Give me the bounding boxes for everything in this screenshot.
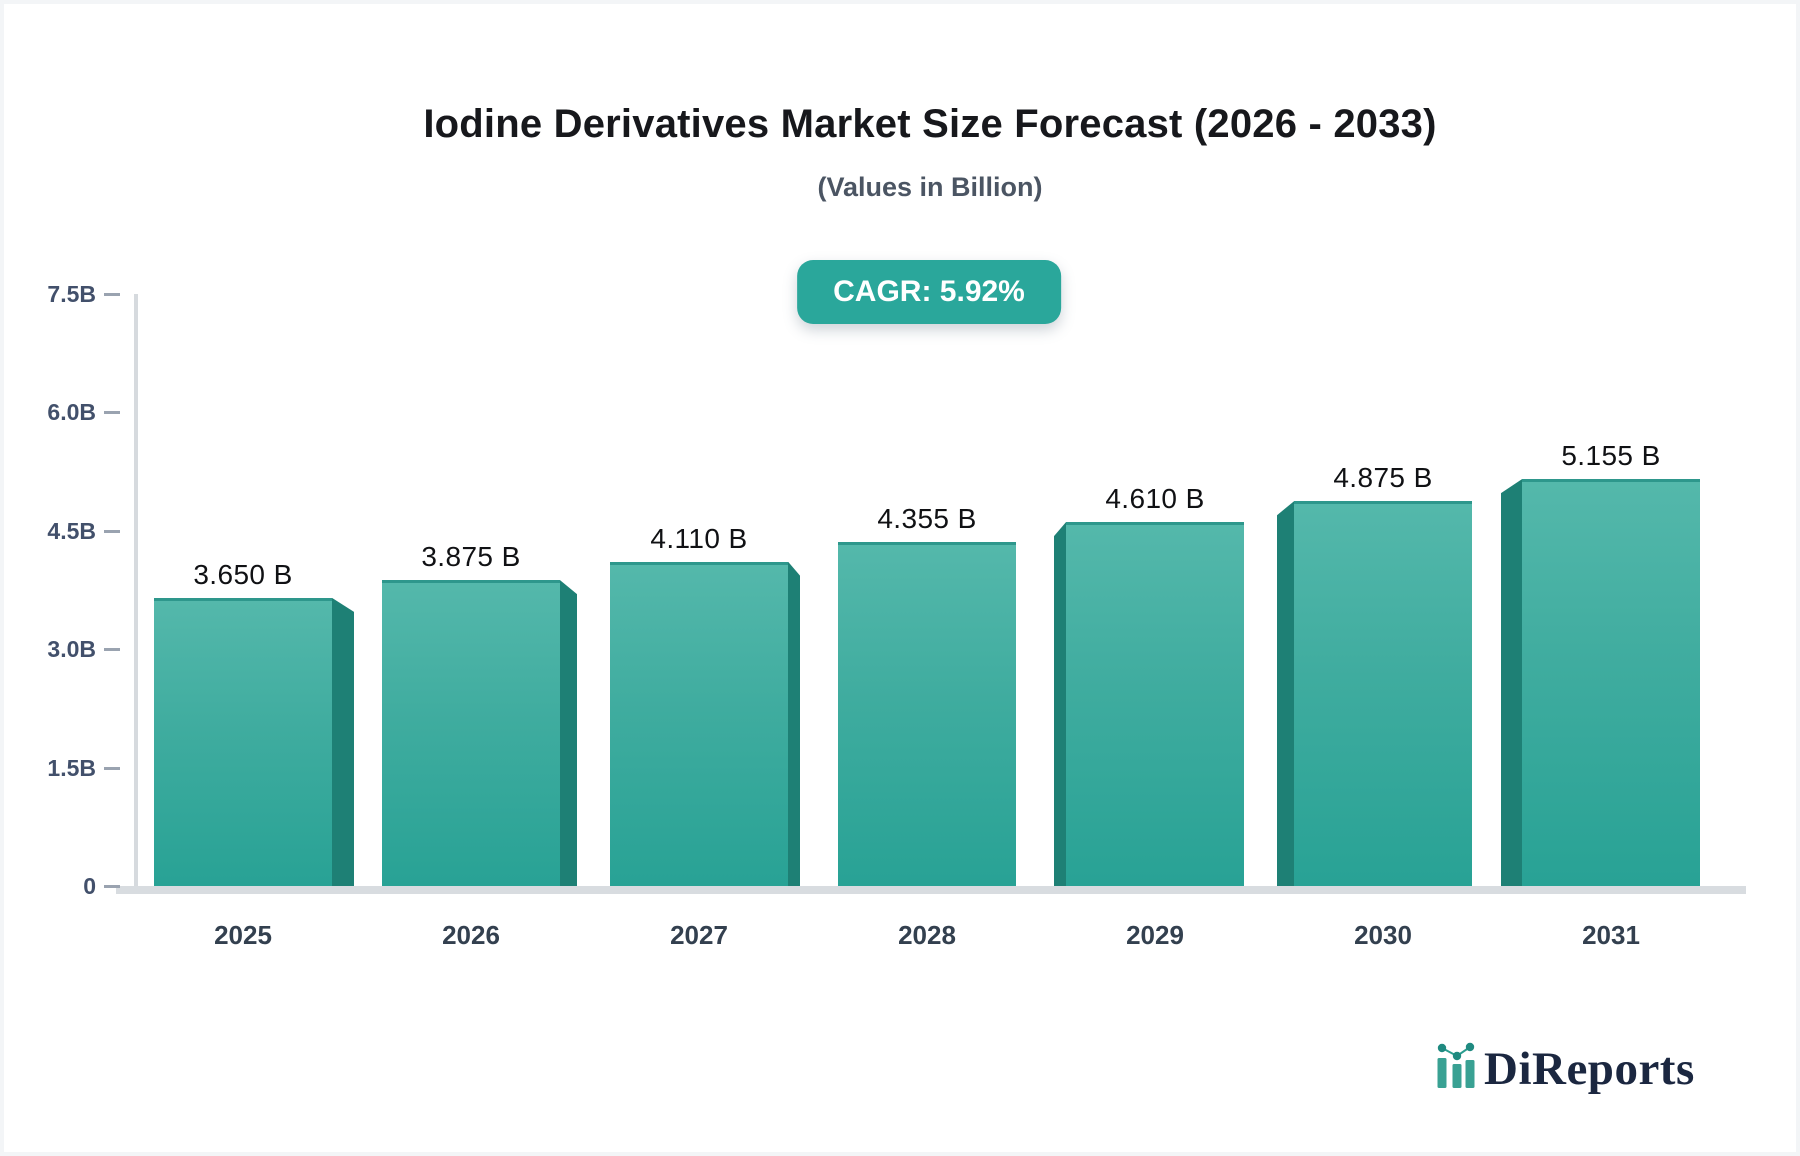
x-axis-label: 2028	[898, 920, 956, 950]
bar-value-label: 3.875 B	[421, 541, 521, 573]
bar-2031[interactable]	[1522, 479, 1700, 886]
bar-2027[interactable]	[610, 561, 788, 886]
y-tick-mark	[104, 885, 120, 888]
y-tick-label: 4.5B	[47, 517, 96, 544]
y-tick-label: 7.5B	[47, 281, 96, 308]
y-tick-label: 1.5B	[47, 754, 96, 781]
bar-2029[interactable]	[1066, 522, 1244, 886]
bar-value-label: 3.650 B	[193, 558, 293, 590]
bar-value-label: 4.110 B	[650, 522, 748, 554]
y-tick-mark	[104, 411, 120, 415]
y-tick-mark	[104, 766, 120, 770]
bar-2031-side	[1501, 479, 1522, 886]
bar-2030[interactable]	[1294, 501, 1472, 886]
cagr-badge: CAGR: 5.92%	[797, 260, 1061, 324]
chart-title: Iodine Derivatives Market Size Forecast …	[423, 102, 1437, 146]
x-axis-label: 2031	[1582, 920, 1640, 950]
bar-value-label: 4.355 B	[877, 503, 977, 535]
y-tick-mark	[104, 293, 120, 297]
y-tick-mark	[104, 648, 120, 652]
logo-text: DiReports	[1484, 1043, 1695, 1095]
x-axis-label: 2025	[214, 920, 272, 950]
y-tick-label: 0	[83, 873, 96, 899]
direports-logo[interactable]: DiReports	[1434, 1040, 1695, 1095]
chart-subtitle: (Values in Billion)	[817, 172, 1043, 202]
y-tick-label: 3.0B	[47, 636, 96, 663]
bar-2026[interactable]	[382, 580, 560, 886]
bar-value-label: 4.875 B	[1333, 462, 1433, 494]
bar-value-label: 5.155 B	[1561, 440, 1661, 472]
x-axis-label: 2030	[1354, 920, 1412, 950]
bar-2025[interactable]	[154, 597, 332, 886]
bar-2029-side	[1054, 522, 1066, 886]
bar-2028[interactable]	[838, 542, 1016, 886]
mini-bar-line-chart-icon	[1434, 1040, 1478, 1095]
x-axis-label: 2027	[670, 920, 728, 950]
x-axis-label: 2026	[442, 920, 500, 950]
bar-2025-side	[332, 597, 354, 886]
x-axis-label: 2029	[1126, 920, 1184, 950]
bar-2030-side	[1277, 501, 1294, 886]
bar-2026-side	[560, 580, 577, 886]
bar-2027-side	[788, 561, 800, 886]
x-axis-baseline	[116, 886, 1746, 894]
y-tick-label: 6.0B	[47, 399, 96, 426]
bar-value-label: 4.610 B	[1105, 483, 1205, 515]
y-tick-mark	[104, 529, 120, 533]
y-axis-line	[134, 294, 138, 894]
chart-card: Iodine Derivatives Market Size Forecast …	[4, 4, 1796, 1152]
